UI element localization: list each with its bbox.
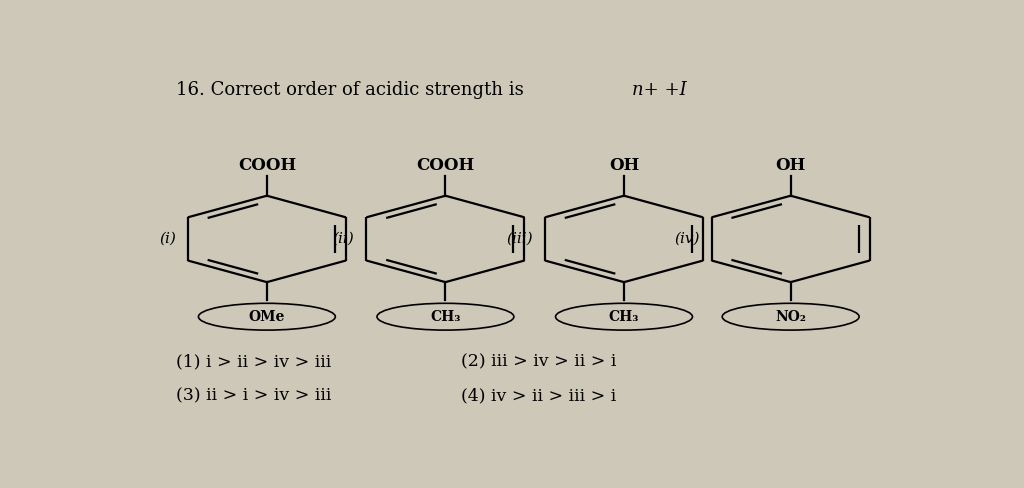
Text: OH: OH xyxy=(775,157,806,174)
Text: (1) i > ii > iv > iii: (1) i > ii > iv > iii xyxy=(176,353,331,370)
Text: (3) ii > i > iv > iii: (3) ii > i > iv > iii xyxy=(176,387,331,404)
Text: (2) iii > iv > ii > i: (2) iii > iv > ii > i xyxy=(461,353,616,370)
Text: (iii): (iii) xyxy=(507,232,534,246)
Text: COOH: COOH xyxy=(238,157,296,174)
Text: (ii): (ii) xyxy=(333,232,354,246)
Text: n+ +I: n+ +I xyxy=(632,81,687,99)
Text: NO₂: NO₂ xyxy=(775,310,806,324)
Text: 16. Correct order of acidic strength is: 16. Correct order of acidic strength is xyxy=(176,81,523,99)
Text: COOH: COOH xyxy=(417,157,474,174)
Text: OMe: OMe xyxy=(249,310,285,324)
Text: (i): (i) xyxy=(159,232,176,246)
Text: CH₃: CH₃ xyxy=(609,310,639,324)
Text: CH₃: CH₃ xyxy=(430,310,461,324)
Text: (4) iv > ii > iii > i: (4) iv > ii > iii > i xyxy=(461,387,616,404)
Text: OH: OH xyxy=(609,157,639,174)
Text: (iv): (iv) xyxy=(674,232,699,246)
